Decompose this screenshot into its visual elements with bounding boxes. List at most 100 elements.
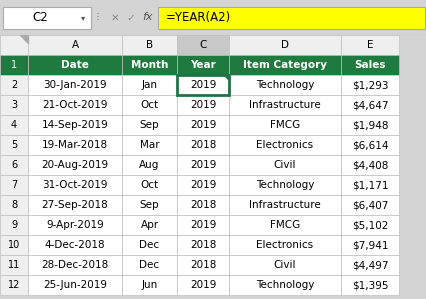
Text: 3: 3 — [11, 100, 17, 110]
Bar — [177, 175, 228, 195]
Bar — [122, 195, 177, 215]
Text: 2019: 2019 — [190, 180, 216, 190]
Bar — [177, 55, 228, 75]
Text: Technology: Technology — [255, 280, 314, 290]
Bar — [340, 75, 398, 95]
Text: Jan: Jan — [141, 80, 157, 90]
Bar — [0, 255, 28, 275]
Text: 2: 2 — [11, 80, 17, 90]
Text: 2018: 2018 — [190, 140, 216, 150]
Bar — [177, 215, 228, 235]
Text: E: E — [366, 40, 372, 50]
Bar — [228, 115, 340, 135]
Text: Aug: Aug — [139, 160, 159, 170]
Text: Apr: Apr — [140, 220, 158, 230]
Bar — [28, 135, 122, 155]
Text: 2019: 2019 — [190, 80, 216, 90]
Text: fx: fx — [142, 13, 153, 22]
Bar — [340, 155, 398, 175]
Bar — [340, 115, 398, 135]
Text: $4,647: $4,647 — [351, 100, 387, 110]
Text: 9: 9 — [11, 220, 17, 230]
Text: Oct: Oct — [140, 100, 158, 110]
Text: 28-Dec-2018: 28-Dec-2018 — [41, 260, 108, 270]
Bar — [122, 275, 177, 295]
Text: Sep: Sep — [139, 120, 159, 130]
Bar — [0, 195, 28, 215]
Bar — [122, 35, 177, 55]
Text: 2018: 2018 — [190, 260, 216, 270]
Text: 10: 10 — [8, 240, 20, 250]
Bar — [340, 175, 398, 195]
Bar — [122, 95, 177, 115]
Text: 27-Sep-2018: 27-Sep-2018 — [41, 200, 108, 210]
Bar — [0, 235, 28, 255]
Bar — [228, 255, 340, 275]
Text: =YEAR(A2): =YEAR(A2) — [166, 11, 231, 24]
Bar — [122, 55, 177, 75]
Text: Technology: Technology — [255, 180, 314, 190]
Bar — [177, 275, 228, 295]
Bar — [340, 255, 398, 275]
Text: 1: 1 — [11, 60, 17, 70]
Text: $6,614: $6,614 — [351, 140, 387, 150]
Bar — [177, 115, 228, 135]
Text: Infrastructure: Infrastructure — [248, 200, 320, 210]
Bar — [228, 55, 340, 75]
Bar — [340, 55, 398, 75]
Bar — [177, 255, 228, 275]
Text: Oct: Oct — [140, 180, 158, 190]
Bar — [28, 75, 122, 95]
Text: 2018: 2018 — [190, 200, 216, 210]
Text: ▾: ▾ — [81, 13, 85, 22]
Bar — [228, 175, 340, 195]
Bar — [28, 275, 122, 295]
Text: B: B — [146, 40, 153, 50]
Bar — [340, 35, 398, 55]
Text: $1,948: $1,948 — [351, 120, 387, 130]
Text: Date: Date — [61, 60, 89, 70]
Text: Sales: Sales — [354, 60, 385, 70]
Text: 4: 4 — [11, 120, 17, 130]
Bar — [0, 35, 28, 55]
Bar — [28, 155, 122, 175]
Bar — [0, 155, 28, 175]
Polygon shape — [224, 75, 228, 80]
Bar — [340, 135, 398, 155]
Bar — [0, 275, 28, 295]
Bar — [122, 155, 177, 175]
Text: 2019: 2019 — [190, 100, 216, 110]
Bar — [0, 215, 28, 235]
Bar — [177, 235, 228, 255]
Bar — [28, 255, 122, 275]
Bar — [28, 55, 122, 75]
Bar — [340, 195, 398, 215]
Text: 4-Dec-2018: 4-Dec-2018 — [45, 240, 105, 250]
Bar — [228, 135, 340, 155]
Text: Mar: Mar — [139, 140, 159, 150]
Text: 9-Apr-2019: 9-Apr-2019 — [46, 220, 104, 230]
Bar — [122, 115, 177, 135]
Text: Civil: Civil — [273, 160, 296, 170]
Bar — [228, 155, 340, 175]
Bar — [228, 235, 340, 255]
Bar — [28, 175, 122, 195]
Bar — [228, 195, 340, 215]
Polygon shape — [20, 35, 28, 43]
Text: 8: 8 — [11, 200, 17, 210]
Bar — [122, 135, 177, 155]
Text: Technology: Technology — [255, 80, 314, 90]
Bar — [122, 175, 177, 195]
Bar — [340, 215, 398, 235]
Text: 21-Oct-2019: 21-Oct-2019 — [42, 100, 107, 110]
Text: 20-Aug-2019: 20-Aug-2019 — [41, 160, 108, 170]
Bar — [122, 235, 177, 255]
Text: $5,102: $5,102 — [351, 220, 387, 230]
Text: 2019: 2019 — [190, 160, 216, 170]
Bar — [0, 115, 28, 135]
Text: 5: 5 — [11, 140, 17, 150]
Bar — [3, 7, 91, 28]
Text: ⁝: ⁝ — [96, 11, 100, 24]
Text: 30-Jan-2019: 30-Jan-2019 — [43, 80, 106, 90]
Text: C: C — [199, 40, 206, 50]
